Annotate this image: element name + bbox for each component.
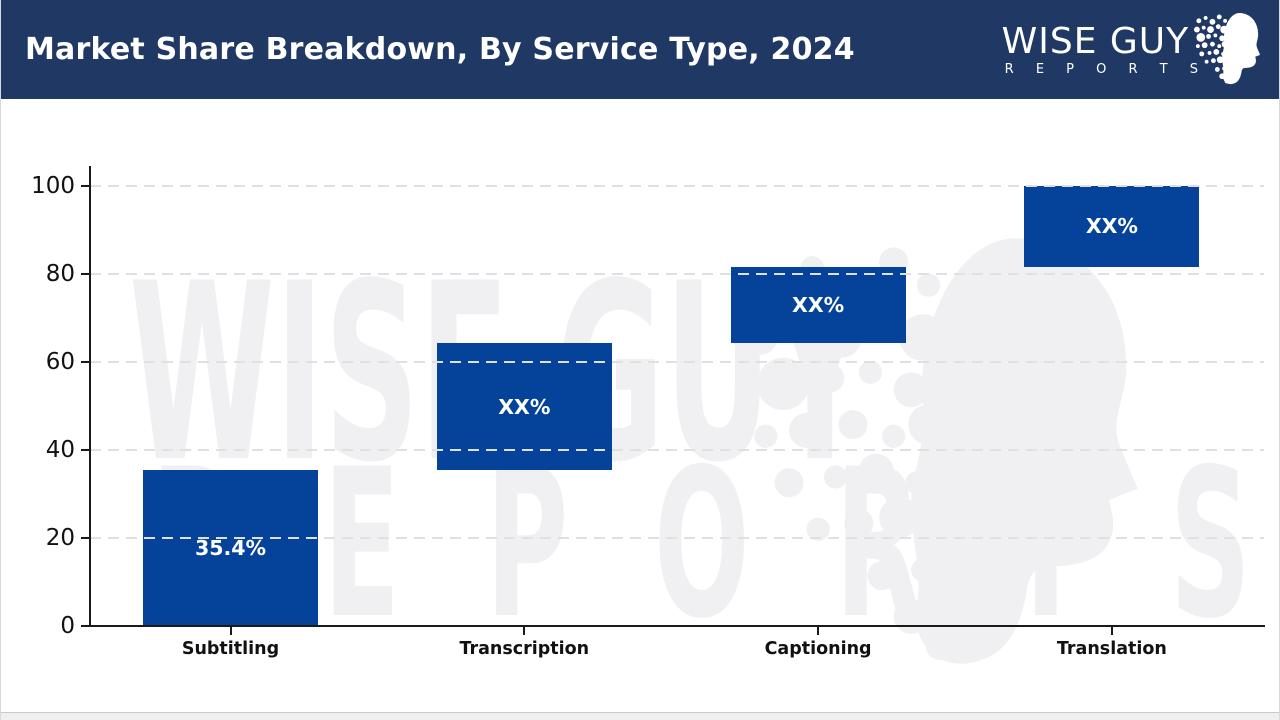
bar-captioning bbox=[730, 266, 906, 344]
bar-value-label-subtitling: 35.4% bbox=[194, 536, 267, 561]
bar-value-label-transcription: XX% bbox=[498, 394, 551, 419]
gridline-20 bbox=[90, 536, 1264, 539]
bar-value-label-captioning: XX% bbox=[792, 292, 845, 317]
logo-subtext: R E P O R T S bbox=[1004, 61, 1207, 77]
x-tick-captioning bbox=[817, 627, 820, 635]
page-title: Market Share Breakdown, By Service Type,… bbox=[25, 32, 855, 67]
y-tick-label-60: 60 bbox=[45, 348, 75, 375]
bar-value-label-translation: XX% bbox=[1085, 214, 1138, 239]
bar-translation bbox=[1024, 185, 1200, 267]
y-tick-40 bbox=[81, 448, 89, 451]
gridline-100 bbox=[90, 184, 1264, 187]
y-tick-0 bbox=[81, 625, 89, 627]
gridline-60 bbox=[90, 360, 1264, 363]
x-tick-subtitling bbox=[229, 627, 232, 635]
y-tick-100 bbox=[81, 184, 89, 187]
x-axis-label-transcription: Transcription bbox=[459, 639, 590, 659]
y-tick-80 bbox=[81, 272, 89, 275]
x-axis-label-translation: Translation bbox=[1056, 639, 1167, 659]
footer-strip bbox=[1, 712, 1279, 720]
x-tick-translation bbox=[1110, 627, 1113, 635]
x-axis-spine bbox=[89, 625, 1265, 627]
header-bar: Market Share Breakdown, By Service Type,… bbox=[1, 0, 1279, 99]
y-tick-label-100: 100 bbox=[31, 172, 75, 199]
logo-wordmark: WISE GUY bbox=[1001, 20, 1190, 62]
waterfall-chart: WISE GUY R E P O R T S 0 20 40 60 80 100 35.4%… bbox=[1, 99, 1279, 720]
gridline-80 bbox=[90, 272, 1264, 275]
y-tick-label-80: 80 bbox=[45, 260, 75, 287]
y-tick-60 bbox=[81, 360, 89, 363]
y-tick-label-20: 20 bbox=[45, 524, 75, 551]
bar-subtitling bbox=[143, 470, 318, 626]
y-tick-label-40: 40 bbox=[45, 436, 75, 463]
x-axis-label-captioning: Captioning bbox=[764, 639, 872, 659]
gridline-40 bbox=[90, 448, 1264, 451]
y-axis-spine bbox=[89, 166, 91, 627]
y-tick-20 bbox=[81, 536, 89, 539]
wise-guy-logo: WISE GUY R E P O R T S bbox=[1002, 11, 1263, 89]
y-tick-label-0: 0 bbox=[60, 613, 75, 639]
x-tick-transcription bbox=[523, 627, 526, 635]
x-axis-label-subtitling: Subtitling bbox=[181, 639, 280, 659]
logo-face-icon bbox=[1193, 12, 1261, 84]
